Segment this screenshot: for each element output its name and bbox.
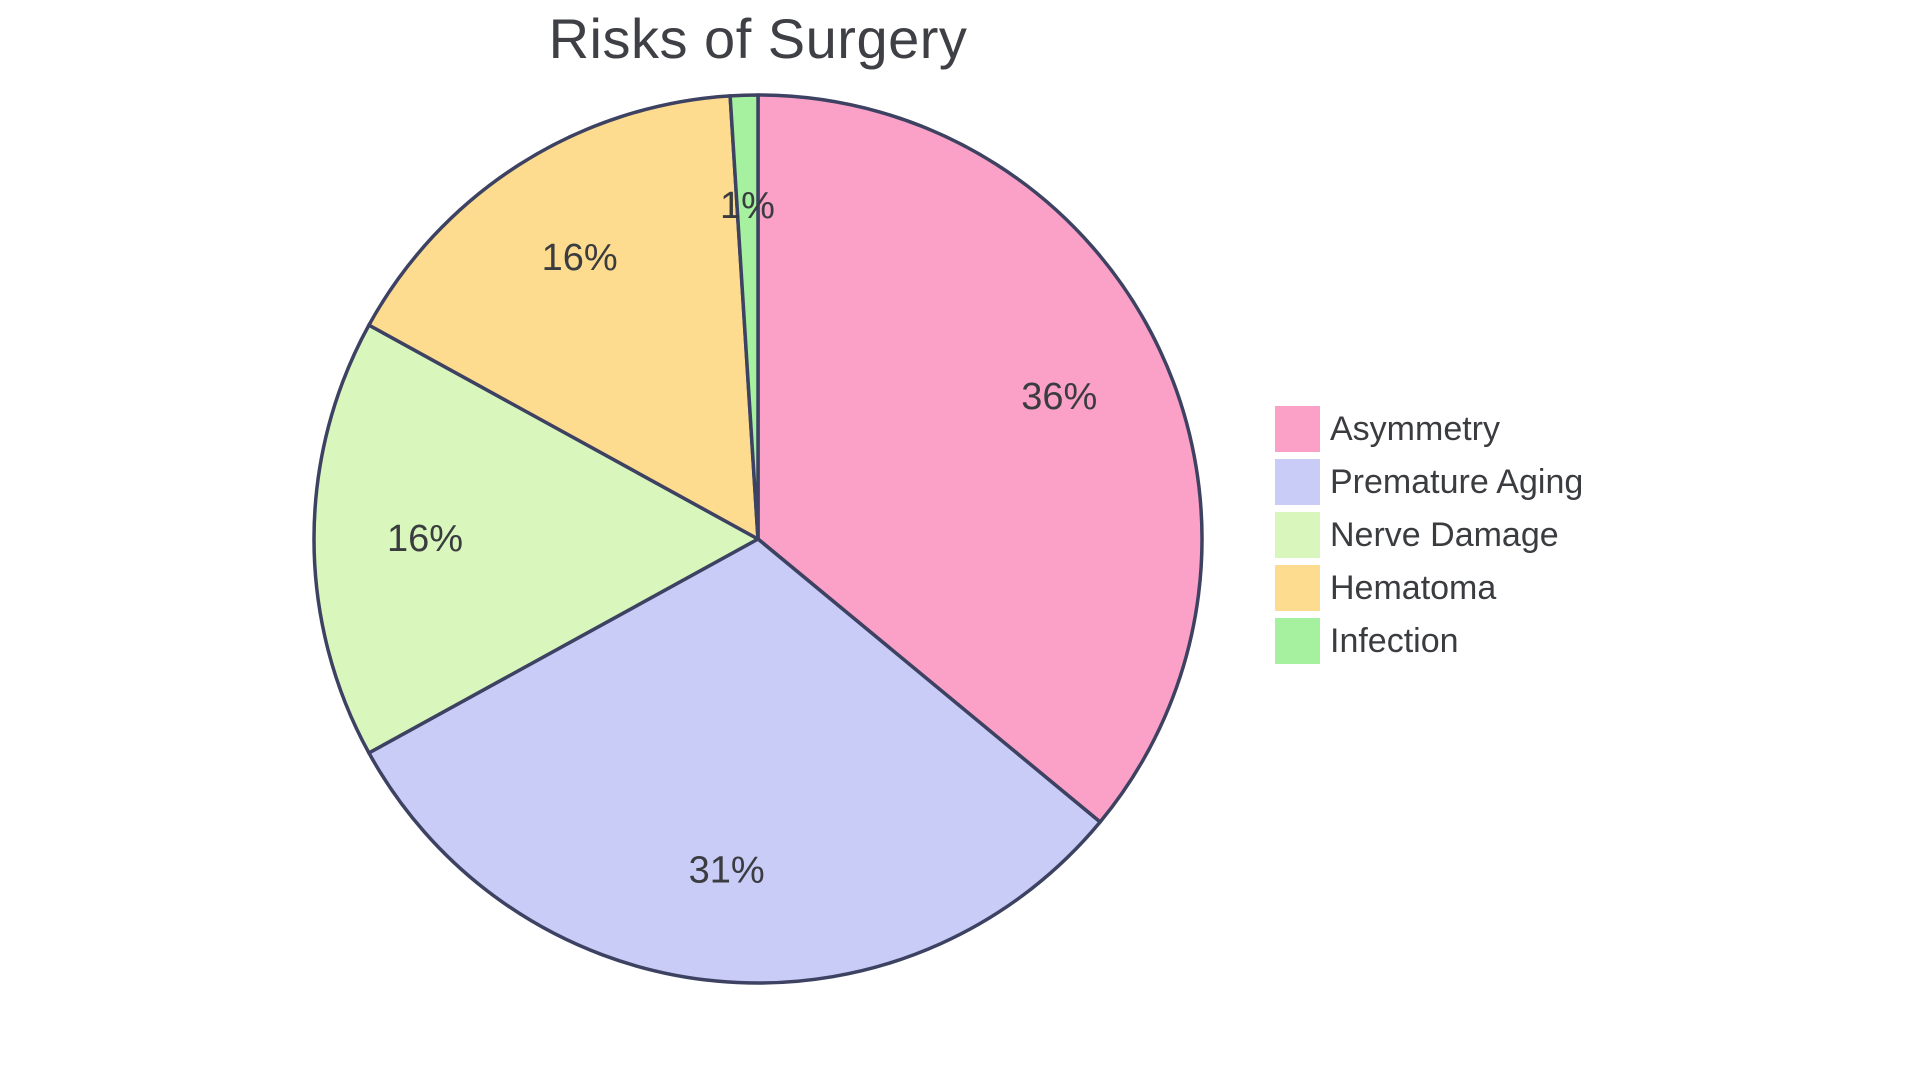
legend-label: Nerve Damage — [1330, 515, 1559, 554]
legend-item-premature-aging: Premature Aging — [1275, 459, 1583, 505]
legend-label: Hematoma — [1330, 568, 1497, 607]
legend-item-hematoma: Hematoma — [1275, 565, 1583, 611]
legend-item-asymmetry: Asymmetry — [1275, 406, 1583, 452]
pie-slice-asymmetry — [756, 93, 1204, 824]
legend-item-nerve-damage: Nerve Damage — [1275, 512, 1583, 558]
percent-label-infection: 1% — [720, 185, 775, 227]
legend-swatch-hematoma — [1275, 565, 1320, 611]
legend-label: Asymmetry — [1330, 409, 1500, 448]
legend-label: Infection — [1330, 621, 1459, 660]
legend-swatch-infection — [1275, 618, 1320, 664]
legend-swatch-asymmetry — [1275, 406, 1320, 452]
percent-label-premature-aging: 31% — [689, 850, 765, 892]
chart-title: Risks of Surgery — [548, 7, 968, 70]
legend-swatch-premature-aging — [1275, 459, 1320, 505]
legend-item-infection: Infection — [1275, 618, 1583, 664]
pie-slice-infection — [728, 93, 760, 541]
legend-swatch-nerve-damage — [1275, 512, 1320, 558]
pie-slice-nerve-damage — [312, 323, 760, 755]
percent-label-asymmetry: 36% — [1021, 376, 1097, 418]
percent-label-nerve-damage: 16% — [387, 518, 463, 560]
pie-slice-hematoma — [367, 94, 760, 541]
legend-label: Premature Aging — [1330, 462, 1584, 501]
pie-slice-premature-aging — [367, 537, 1102, 985]
percent-label-hematoma: 16% — [542, 237, 618, 279]
legend: Asymmetry Premature Aging Nerve Damage Hema… — [1275, 406, 1583, 671]
